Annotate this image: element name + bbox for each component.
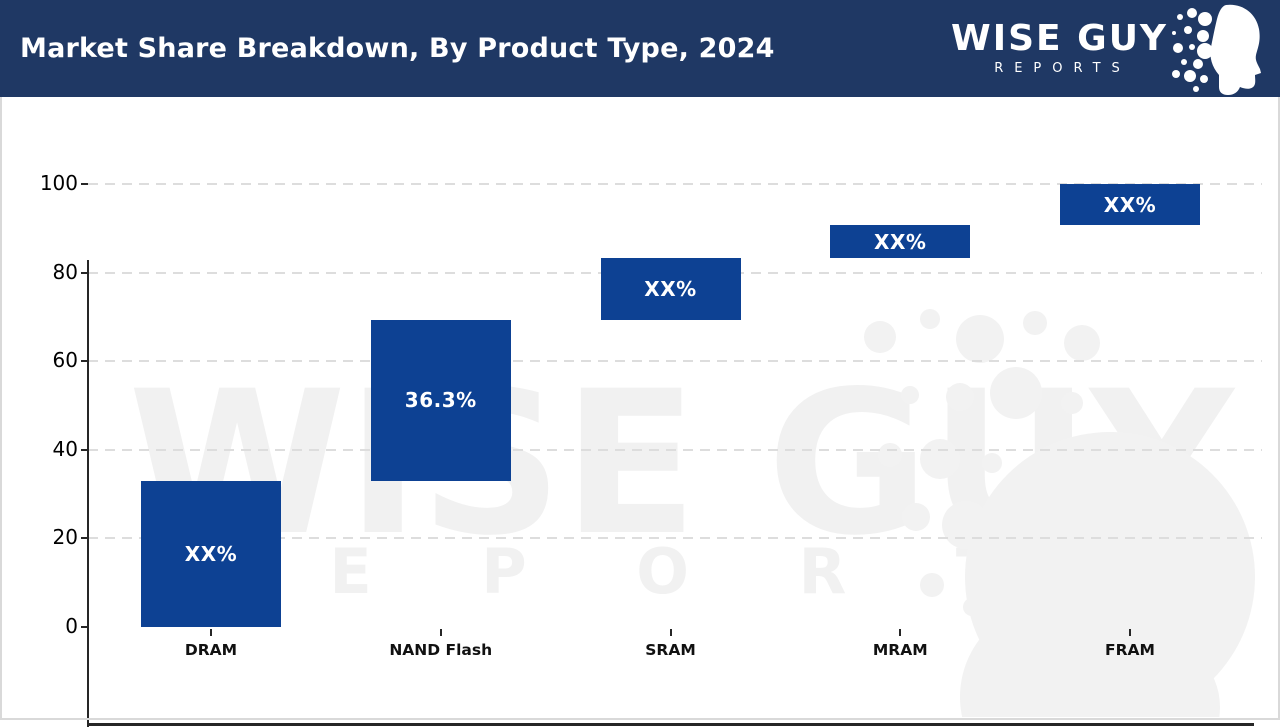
y-tick-60 — [81, 360, 88, 363]
y-tick-0 — [81, 626, 88, 628]
chart: WISE GUY R E P O R T S 0 20 40 60 80 100 XX% DR… — [0, 97, 1280, 727]
x-axis-label-MRAM: MRAM — [872, 641, 928, 659]
y-tick-80 — [81, 271, 88, 274]
page-border-left — [0, 97, 2, 720]
logo-text: WISE GUY REPORTS — [950, 18, 1168, 77]
wiseguy-logo: WISE GUY REPORTS — [951, 3, 1280, 95]
x-axis-line — [87, 723, 1254, 726]
y-tick-40 — [81, 448, 88, 451]
gridline-100 — [88, 183, 1262, 185]
bar-DRAM: XX% — [141, 480, 281, 627]
page-border-bottom — [0, 718, 1280, 720]
logo-subtext: REPORTS — [994, 61, 1131, 76]
y-axis-line — [87, 260, 89, 727]
gridline-20 — [88, 537, 1262, 540]
bar-value-label: XX% — [874, 229, 927, 254]
logo-head-icon — [1172, 4, 1261, 95]
x-axis-label-SRAM: SRAM — [645, 641, 696, 659]
x-tick-NAND Flash — [439, 629, 442, 636]
y-tick-label: 40 — [52, 436, 78, 461]
y-tick-label: 60 — [52, 348, 78, 373]
y-tick-100 — [81, 183, 88, 185]
x-axis-label-NAND Flash: NAND Flash — [389, 641, 493, 659]
y-tick-label: 0 — [65, 614, 78, 638]
x-axis-label-DRAM: DRAM — [184, 641, 238, 659]
page-title: Market Share Breakdown, By Product Type,… — [20, 33, 775, 64]
header: Market Share Breakdown, By Product Type,… — [0, 0, 1280, 97]
bar-value-label: XX% — [644, 276, 697, 301]
bar-SRAM: XX% — [600, 257, 741, 320]
bar-value-label: XX% — [1103, 192, 1157, 217]
bar-value-label: XX% — [184, 541, 238, 566]
y-tick-20 — [81, 537, 88, 540]
gridline-60 — [88, 360, 1262, 363]
bar-FRAM: XX% — [1060, 184, 1200, 226]
y-tick-label: 80 — [52, 259, 78, 284]
watermark-head-icon — [864, 309, 1255, 717]
x-tick-SRAM — [669, 629, 672, 636]
x-tick-FRAM — [1129, 629, 1131, 636]
bar-NAND Flash: 36.3% — [370, 320, 511, 481]
y-tick-label: 100 — [39, 171, 78, 195]
page-border-right — [1278, 97, 1280, 720]
x-tick-DRAM — [210, 629, 212, 636]
bar-value-label: 36.3% — [404, 388, 477, 413]
x-axis-label-FRAM: FRAM — [1105, 641, 1155, 659]
bar-MRAM: XX% — [830, 225, 971, 258]
logo-wordmark: WISE GUY — [950, 18, 1168, 59]
x-tick-MRAM — [899, 629, 902, 636]
y-tick-label: 20 — [52, 525, 78, 550]
gridline-40 — [88, 448, 1262, 451]
